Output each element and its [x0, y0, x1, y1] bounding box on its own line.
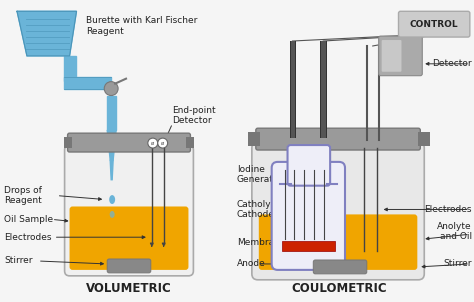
Polygon shape	[110, 160, 113, 180]
FancyBboxPatch shape	[256, 128, 420, 150]
Circle shape	[104, 82, 118, 95]
Bar	[290, 41, 296, 138]
Bar	[419, 132, 430, 146]
Ellipse shape	[109, 211, 115, 218]
Polygon shape	[64, 77, 111, 88]
Text: Stirrer: Stirrer	[4, 256, 33, 265]
Text: Stirrer: Stirrer	[443, 259, 472, 268]
Text: End-point
Detector: End-point Detector	[173, 106, 216, 125]
Polygon shape	[64, 56, 76, 81]
FancyBboxPatch shape	[70, 207, 189, 270]
Text: Oil Sample: Oil Sample	[4, 215, 53, 224]
FancyBboxPatch shape	[107, 259, 151, 273]
Text: Electrodes: Electrodes	[4, 233, 52, 242]
Bar	[64, 137, 72, 148]
Text: CONTROL: CONTROL	[410, 20, 458, 29]
Bar	[320, 41, 327, 138]
Text: Catholyte
Cathode: Catholyte Cathode	[237, 200, 281, 219]
FancyBboxPatch shape	[382, 40, 401, 72]
Ellipse shape	[109, 195, 115, 204]
FancyBboxPatch shape	[259, 214, 417, 270]
FancyBboxPatch shape	[399, 11, 470, 37]
FancyBboxPatch shape	[252, 142, 424, 280]
Text: Burette with Karl Fischer
Reagent: Burette with Karl Fischer Reagent	[86, 16, 198, 36]
Text: Drops of
Reagent: Drops of Reagent	[4, 186, 42, 205]
Polygon shape	[107, 130, 116, 160]
Text: Electrodes: Electrodes	[424, 205, 472, 214]
Text: Anolyte
and Oil: Anolyte and Oil	[437, 222, 472, 241]
Text: Anode: Anode	[237, 259, 266, 268]
Text: Detector: Detector	[432, 59, 472, 68]
Circle shape	[148, 138, 158, 148]
FancyBboxPatch shape	[272, 162, 345, 270]
Text: VOLUMETRIC: VOLUMETRIC	[86, 282, 172, 295]
Bar	[291, 41, 295, 138]
FancyBboxPatch shape	[288, 145, 330, 186]
Polygon shape	[107, 95, 116, 130]
Circle shape	[158, 138, 168, 148]
Bar	[282, 241, 335, 251]
FancyBboxPatch shape	[64, 145, 193, 276]
FancyBboxPatch shape	[313, 260, 367, 274]
FancyBboxPatch shape	[379, 36, 422, 76]
Bar	[186, 137, 194, 148]
FancyBboxPatch shape	[68, 133, 191, 152]
Text: Iodine
Generator: Iodine Generator	[237, 165, 283, 185]
Text: Membrane: Membrane	[237, 238, 285, 247]
Text: ø: ø	[161, 140, 164, 146]
Text: COULOMETRIC: COULOMETRIC	[291, 282, 387, 295]
Bar	[248, 132, 260, 146]
Bar	[321, 41, 326, 138]
Text: ø: ø	[151, 140, 155, 146]
Polygon shape	[17, 11, 76, 56]
